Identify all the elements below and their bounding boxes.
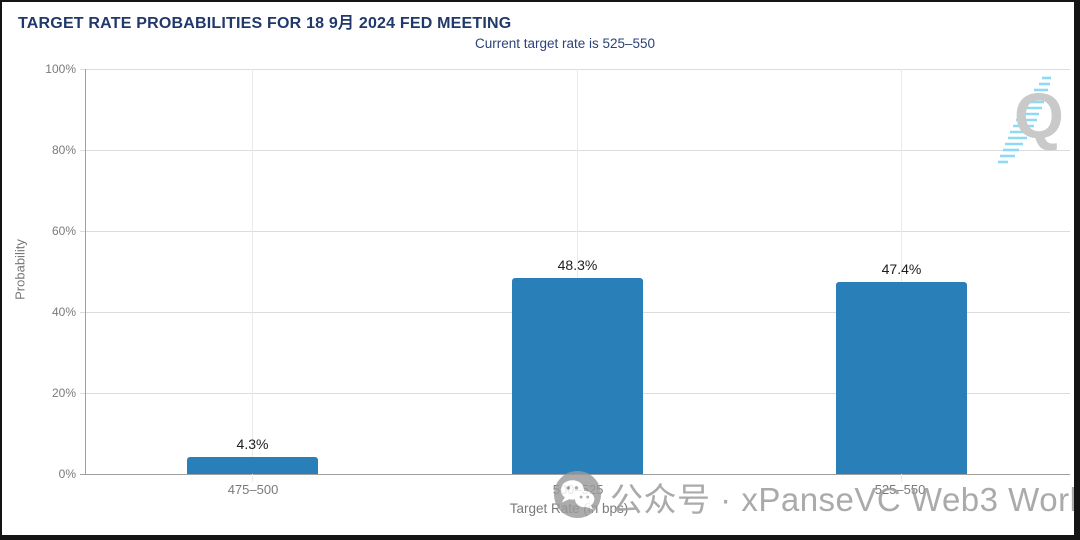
bar-475-500[interactable] (187, 456, 318, 474)
q-logo: Q (990, 68, 1074, 170)
y-tick-label: 0% (58, 467, 76, 481)
chart-title: TARGET RATE PROBABILITIES FOR 18 9月 2024… (18, 15, 512, 32)
gridline-80 (80, 150, 1070, 151)
bar-group-500-525: 48.3% (512, 69, 643, 474)
x-tick-label: 500–525 (552, 482, 604, 497)
x-tick-label: 475–500 (227, 482, 279, 497)
y-tick-label: 60% (51, 224, 76, 238)
bar-value-label: 48.3% (557, 257, 598, 274)
y-tick-label: 80% (51, 143, 76, 157)
gridline-60 (80, 231, 1070, 232)
y-tick-label: 40% (51, 305, 76, 319)
bar-value-label: 4.3% (236, 435, 269, 452)
y-tick-label: 20% (51, 386, 76, 400)
bar-525-550[interactable] (836, 282, 967, 474)
category-gridline (577, 69, 578, 482)
x-axis-line (80, 474, 1070, 475)
bar-value-label: 47.4% (881, 261, 922, 278)
x-axis-title: Target Rate (in bps) (509, 501, 629, 516)
q-logo-letter: Q (1014, 80, 1064, 152)
y-axis-line (85, 69, 86, 474)
watermark-text: 公众号 · xPanseVC Web3 World (610, 481, 1080, 518)
chart-subtitle: Current target rate is 525–550 (474, 36, 656, 51)
bar-group-475-500: 4.3% (187, 69, 318, 474)
x-tick-label: 525–550 (874, 482, 926, 497)
y-tick-label: 100% (45, 62, 76, 76)
bar-500-525[interactable] (512, 278, 643, 474)
category-gridline (252, 69, 253, 482)
q-logo-hatch-icon (998, 76, 1051, 164)
category-gridline (901, 69, 902, 482)
bar-group-525-550: 47.4% (836, 69, 967, 474)
gridline-100 (80, 69, 1070, 70)
